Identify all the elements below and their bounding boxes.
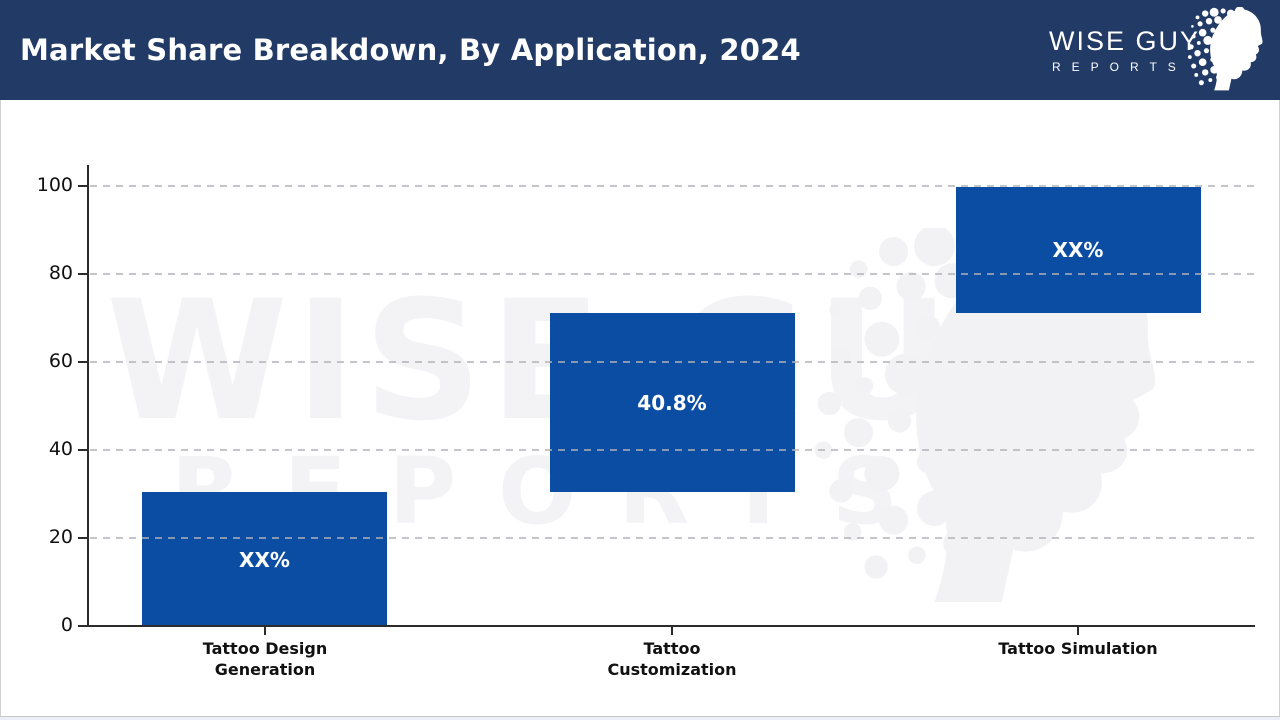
logo-face-icon (1187, 7, 1263, 91)
page-title: Market Share Breakdown, By Application, … (20, 33, 801, 67)
logo-subtitle: REPORTS (1051, 60, 1187, 74)
gridline-80 (90, 273, 1254, 275)
x-tick (1077, 627, 1079, 635)
header-bar: Market Share Breakdown, By Application, … (0, 0, 1280, 100)
y-tick-label: 60 (48, 350, 73, 372)
y-tick-label: 80 (48, 262, 73, 284)
bar-value-label: XX% (1052, 238, 1104, 263)
y-tick (78, 449, 88, 451)
x-category-label: Tattoo Design Generation (202, 639, 328, 679)
bar-value-label: 40.8% (637, 390, 707, 415)
gridline-100 (90, 185, 1254, 187)
gridline-20 (90, 537, 1254, 539)
y-tick (78, 273, 88, 275)
y-axis-line (87, 165, 89, 627)
plot-area: XX% 40.8% XX% 0 20 40 60 80 100 (1, 100, 1279, 716)
y-tick-label: 40 (48, 438, 73, 460)
y-tick-label: 20 (48, 526, 73, 548)
logo-text: WISE GUY REPORTS (1049, 26, 1200, 74)
y-tick (78, 537, 88, 539)
y-tick (78, 185, 88, 187)
y-tick (78, 361, 88, 363)
chart-panel: WISE GUY REPORTS XX% 40.8% XX% (0, 100, 1280, 717)
y-tick-label: 0 (60, 614, 73, 636)
gridline-40 (90, 449, 1254, 451)
wiseguy-logo: WISE GUY REPORTS (1049, 0, 1266, 100)
bar-tattoo-design-generation: XX% (142, 492, 387, 627)
x-category-label: Tattoo Simulation (998, 639, 1158, 658)
y-tick-label: 100 (36, 174, 73, 196)
x-tick (671, 627, 673, 635)
bar-tattoo-simulation: XX% (955, 187, 1201, 313)
bar-tattoo-customization: 40.8% (549, 312, 795, 493)
bar-value-label: XX% (239, 547, 290, 572)
x-axis-line (87, 625, 1255, 627)
footer-strip (0, 717, 1280, 720)
logo-wordmark: WISE GUY (1048, 26, 1200, 56)
x-category-label: Tattoo Customization (607, 639, 737, 679)
x-tick (264, 627, 266, 635)
gridline-60 (90, 361, 1254, 363)
y-tick (78, 625, 88, 627)
